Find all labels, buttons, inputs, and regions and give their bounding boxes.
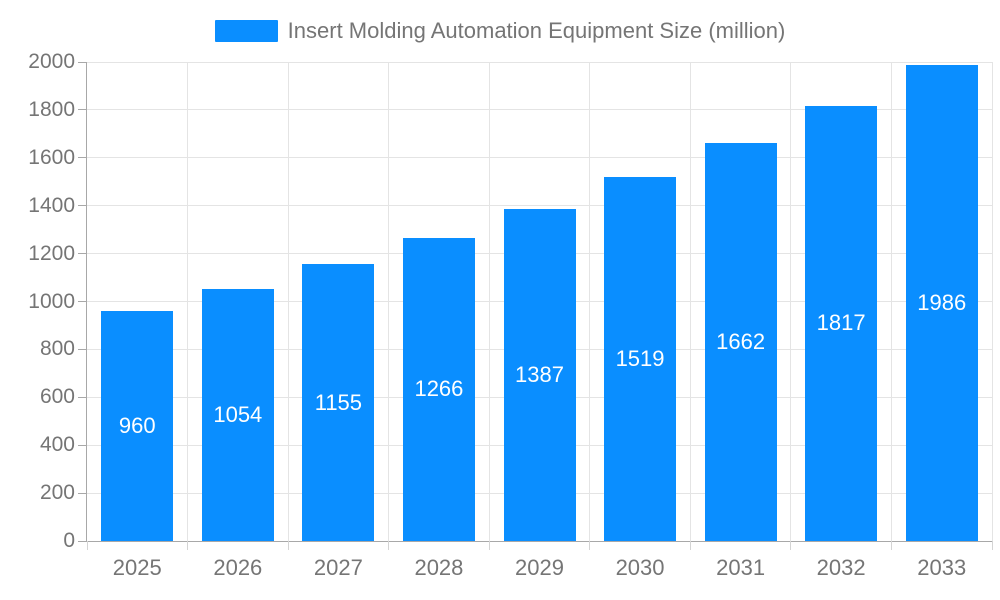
bar-value-label: 960 [118,413,156,439]
y-tick-mark [78,157,86,159]
gridline-horizontal [87,157,992,159]
x-tick-mark [187,541,189,550]
y-axis-tick-label: 600 [39,385,75,409]
bar-value-label: 1817 [816,310,866,336]
bar-value-label: 1986 [917,290,967,316]
gridline-vertical [991,62,993,541]
gridline-vertical [589,62,591,541]
gridline-horizontal [87,61,992,63]
gridline-vertical [187,62,189,541]
x-tick-mark [991,541,993,550]
x-axis-line [86,541,992,542]
bar-2026[interactable]: 1054 [201,288,274,541]
y-axis-tick-label: 1600 [28,145,75,169]
legend-label: Insert Molding Automation Equipment Size… [287,18,786,43]
y-axis-tick-label: 1400 [28,193,75,217]
legend[interactable]: Insert Molding Automation Equipment Size… [0,18,1000,44]
y-tick-mark [78,444,86,446]
x-tick-mark [86,541,88,550]
y-axis-tick-label: 0 [63,529,75,552]
bar-2031[interactable]: 1662 [704,142,777,541]
x-tick-mark [488,541,490,550]
y-tick-mark [78,348,86,350]
y-tick-mark [78,301,86,302]
x-axis-tick-label: 2025 [112,555,162,580]
y-tick-mark [78,492,86,494]
plot-area: 0 200 400 600 800 1000 1200 1400 1600 1800 2000 20… [28,50,993,580]
y-axis-tick-label: 1200 [28,241,75,265]
gridline-vertical [488,62,490,541]
bar-2032[interactable]: 1817 [805,105,878,541]
y-tick-mark [78,61,86,63]
legend-swatch[interactable] [214,20,278,42]
x-axis-tick-label: 2032 [816,555,866,580]
gridline-vertical [388,62,390,541]
x-tick-mark [689,541,691,550]
bar-value-label: 1266 [414,376,464,402]
x-axis-tick-label: 2026 [213,555,263,580]
gridline-horizontal [87,109,992,111]
bar-value-label: 1662 [716,328,766,354]
gridline-vertical [890,62,892,541]
bar-value-label: 1155 [314,389,363,415]
x-axis-tick-label: 2028 [414,555,464,580]
x-axis-tick-label: 2027 [313,555,363,580]
gridline-vertical [790,62,792,541]
x-tick-mark [388,541,390,550]
bar-2029[interactable]: 1387 [503,208,576,541]
x-axis-tick-label: 2030 [615,555,665,580]
y-axis-tick-label: 800 [39,337,75,361]
y-tick-mark [78,205,86,207]
y-axis-tick-label: 400 [39,433,75,457]
bar-2028[interactable]: 1266 [402,237,475,541]
y-axis-tick-label: 200 [39,481,75,505]
gridline-vertical [287,62,289,541]
x-axis-tick-label: 2029 [515,555,564,580]
x-axis-tick-label: 2031 [716,555,766,580]
x-tick-mark [790,541,792,550]
gridline-horizontal [87,205,992,207]
y-axis-line [86,62,87,541]
y-tick-mark [78,253,86,255]
y-axis-tick-label: 1800 [28,97,75,121]
y-axis-tick-label: 2000 [28,50,75,73]
bar-2025[interactable]: 960 [101,311,174,541]
y-tick-mark [78,109,86,111]
bar-2033[interactable]: 1986 [905,65,978,541]
y-tick-mark [78,396,86,398]
bar-value-label: 1387 [515,361,564,387]
gridline-vertical [689,62,691,541]
bar-2030[interactable]: 1519 [604,177,677,541]
x-tick-mark [287,541,289,550]
y-tick-mark [78,540,86,542]
x-axis-tick-label: 2033 [917,555,967,580]
y-axis-tick-label: 1000 [28,289,75,313]
bar-value-label: 1054 [213,401,263,427]
bar-value-label: 1519 [615,346,665,372]
x-tick-mark [589,541,591,550]
bar-2027[interactable]: 1155 [302,264,375,541]
x-tick-mark [890,541,892,550]
